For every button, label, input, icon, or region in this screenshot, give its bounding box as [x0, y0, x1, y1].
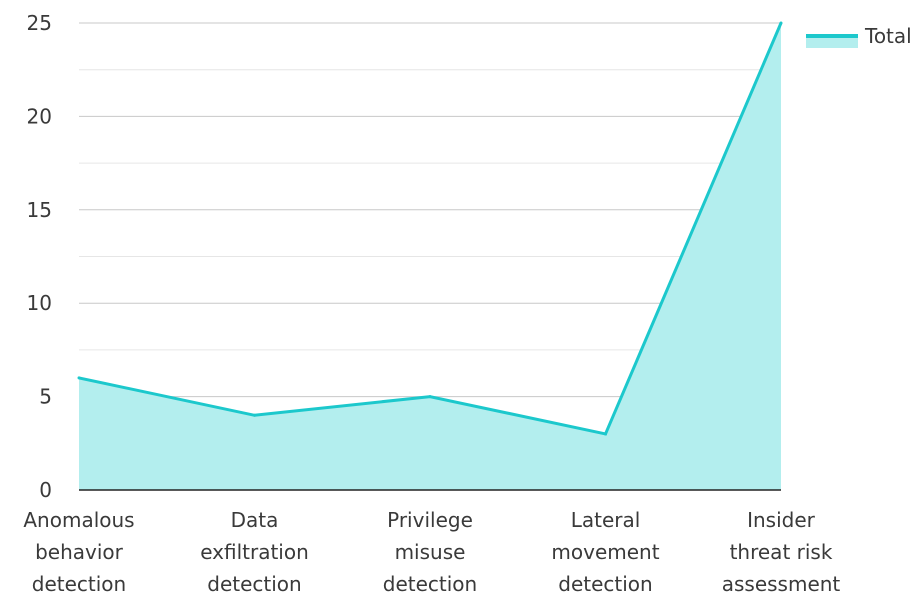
- x-category-label: Privilege misuse detection: [383, 508, 477, 594]
- legend[interactable]: Total: [806, 24, 912, 48]
- x-category-label-line: misuse: [395, 540, 466, 564]
- x-category-label-line: Lateral: [571, 508, 641, 532]
- x-category-label: Anomalous behavior detection: [23, 508, 134, 594]
- x-category-label: Data exfiltration detection: [200, 508, 309, 594]
- data-point-total: [253, 413, 256, 417]
- x-category-label-line: Data: [231, 508, 279, 532]
- x-category-label-line: threat risk: [730, 540, 833, 564]
- x-category-label-line: movement: [551, 540, 659, 564]
- y-tick-label: 20: [27, 104, 52, 128]
- y-tick-label: 25: [27, 11, 52, 35]
- x-category-label-line: Insider: [747, 508, 816, 532]
- x-category-label: Insider threat risk assessment: [722, 508, 841, 594]
- grid-lines: [79, 22, 781, 444]
- x-category-label-line: behavior: [35, 540, 124, 564]
- data-point-total: [428, 395, 432, 399]
- area-series-total: [77, 21, 783, 490]
- y-tick-label: 0: [39, 478, 52, 502]
- legend-label-total[interactable]: Total: [864, 24, 912, 48]
- x-category-label-line: assessment: [722, 572, 841, 594]
- legend-swatch-fill[interactable]: [806, 38, 858, 48]
- x-category-labels: Anomalous behavior detection Data exfiltrati…: [23, 508, 840, 594]
- x-category-label-line: detection: [383, 572, 477, 594]
- x-category-label-line: Privilege: [387, 508, 473, 532]
- y-tick-labels: 0 5 10 15 20 25: [27, 11, 52, 502]
- y-tick-label: 15: [27, 198, 52, 222]
- x-category-label-line: Anomalous: [23, 508, 134, 532]
- x-category-label: Lateral movement detection: [551, 508, 659, 594]
- data-point-total: [77, 376, 81, 380]
- x-category-label-line: detection: [32, 572, 126, 594]
- y-tick-label: 5: [39, 385, 52, 409]
- data-point-total: [779, 21, 783, 25]
- x-category-label-line: detection: [558, 572, 652, 594]
- y-tick-label: 10: [27, 291, 52, 315]
- data-point-total: [604, 432, 607, 436]
- x-category-label-line: exfiltration: [200, 540, 309, 564]
- x-category-label-line: detection: [207, 572, 301, 594]
